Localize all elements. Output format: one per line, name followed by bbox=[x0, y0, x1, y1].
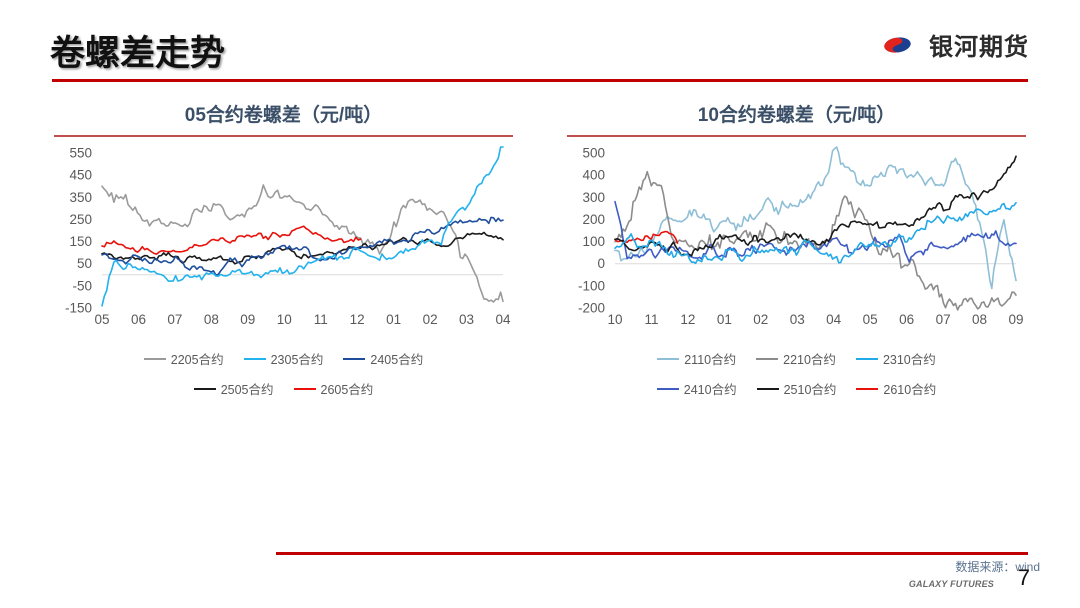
svg-text:450: 450 bbox=[69, 168, 92, 183]
svg-text:03: 03 bbox=[459, 312, 474, 327]
svg-text:09: 09 bbox=[240, 312, 255, 327]
svg-text:01: 01 bbox=[717, 312, 732, 327]
svg-text:12: 12 bbox=[350, 312, 365, 327]
svg-text:-200: -200 bbox=[578, 301, 605, 316]
svg-text:400: 400 bbox=[582, 168, 605, 183]
svg-text:04: 04 bbox=[826, 312, 842, 327]
svg-text:06: 06 bbox=[131, 312, 146, 327]
svg-text:01: 01 bbox=[386, 312, 401, 327]
svg-text:500: 500 bbox=[582, 146, 605, 161]
svg-text:08: 08 bbox=[972, 312, 987, 327]
svg-text:07: 07 bbox=[936, 312, 951, 327]
svg-text:11: 11 bbox=[644, 312, 658, 327]
svg-text:08: 08 bbox=[204, 312, 219, 327]
svg-text:09: 09 bbox=[1008, 312, 1023, 327]
svg-text:200: 200 bbox=[582, 212, 605, 227]
svg-text:04: 04 bbox=[495, 312, 511, 327]
svg-text:02: 02 bbox=[753, 312, 768, 327]
svg-text:250: 250 bbox=[69, 212, 92, 227]
svg-text:05: 05 bbox=[863, 312, 878, 327]
svg-text:300: 300 bbox=[582, 190, 605, 205]
svg-text:-100: -100 bbox=[578, 278, 605, 293]
svg-text:100: 100 bbox=[582, 234, 605, 249]
svg-text:10: 10 bbox=[607, 312, 622, 327]
svg-text:550: 550 bbox=[69, 146, 92, 161]
svg-text:11: 11 bbox=[314, 312, 328, 327]
svg-text:0: 0 bbox=[597, 256, 605, 271]
svg-text:12: 12 bbox=[680, 312, 695, 327]
svg-text:50: 50 bbox=[77, 256, 92, 271]
svg-text:05: 05 bbox=[94, 312, 109, 327]
svg-text:-150: -150 bbox=[65, 301, 92, 316]
svg-text:-50: -50 bbox=[72, 278, 92, 293]
svg-text:07: 07 bbox=[167, 312, 182, 327]
svg-text:03: 03 bbox=[790, 312, 805, 327]
svg-text:10: 10 bbox=[277, 312, 292, 327]
svg-text:06: 06 bbox=[899, 312, 914, 327]
svg-text:350: 350 bbox=[69, 190, 92, 205]
svg-text:150: 150 bbox=[69, 234, 92, 249]
svg-text:02: 02 bbox=[423, 312, 438, 327]
